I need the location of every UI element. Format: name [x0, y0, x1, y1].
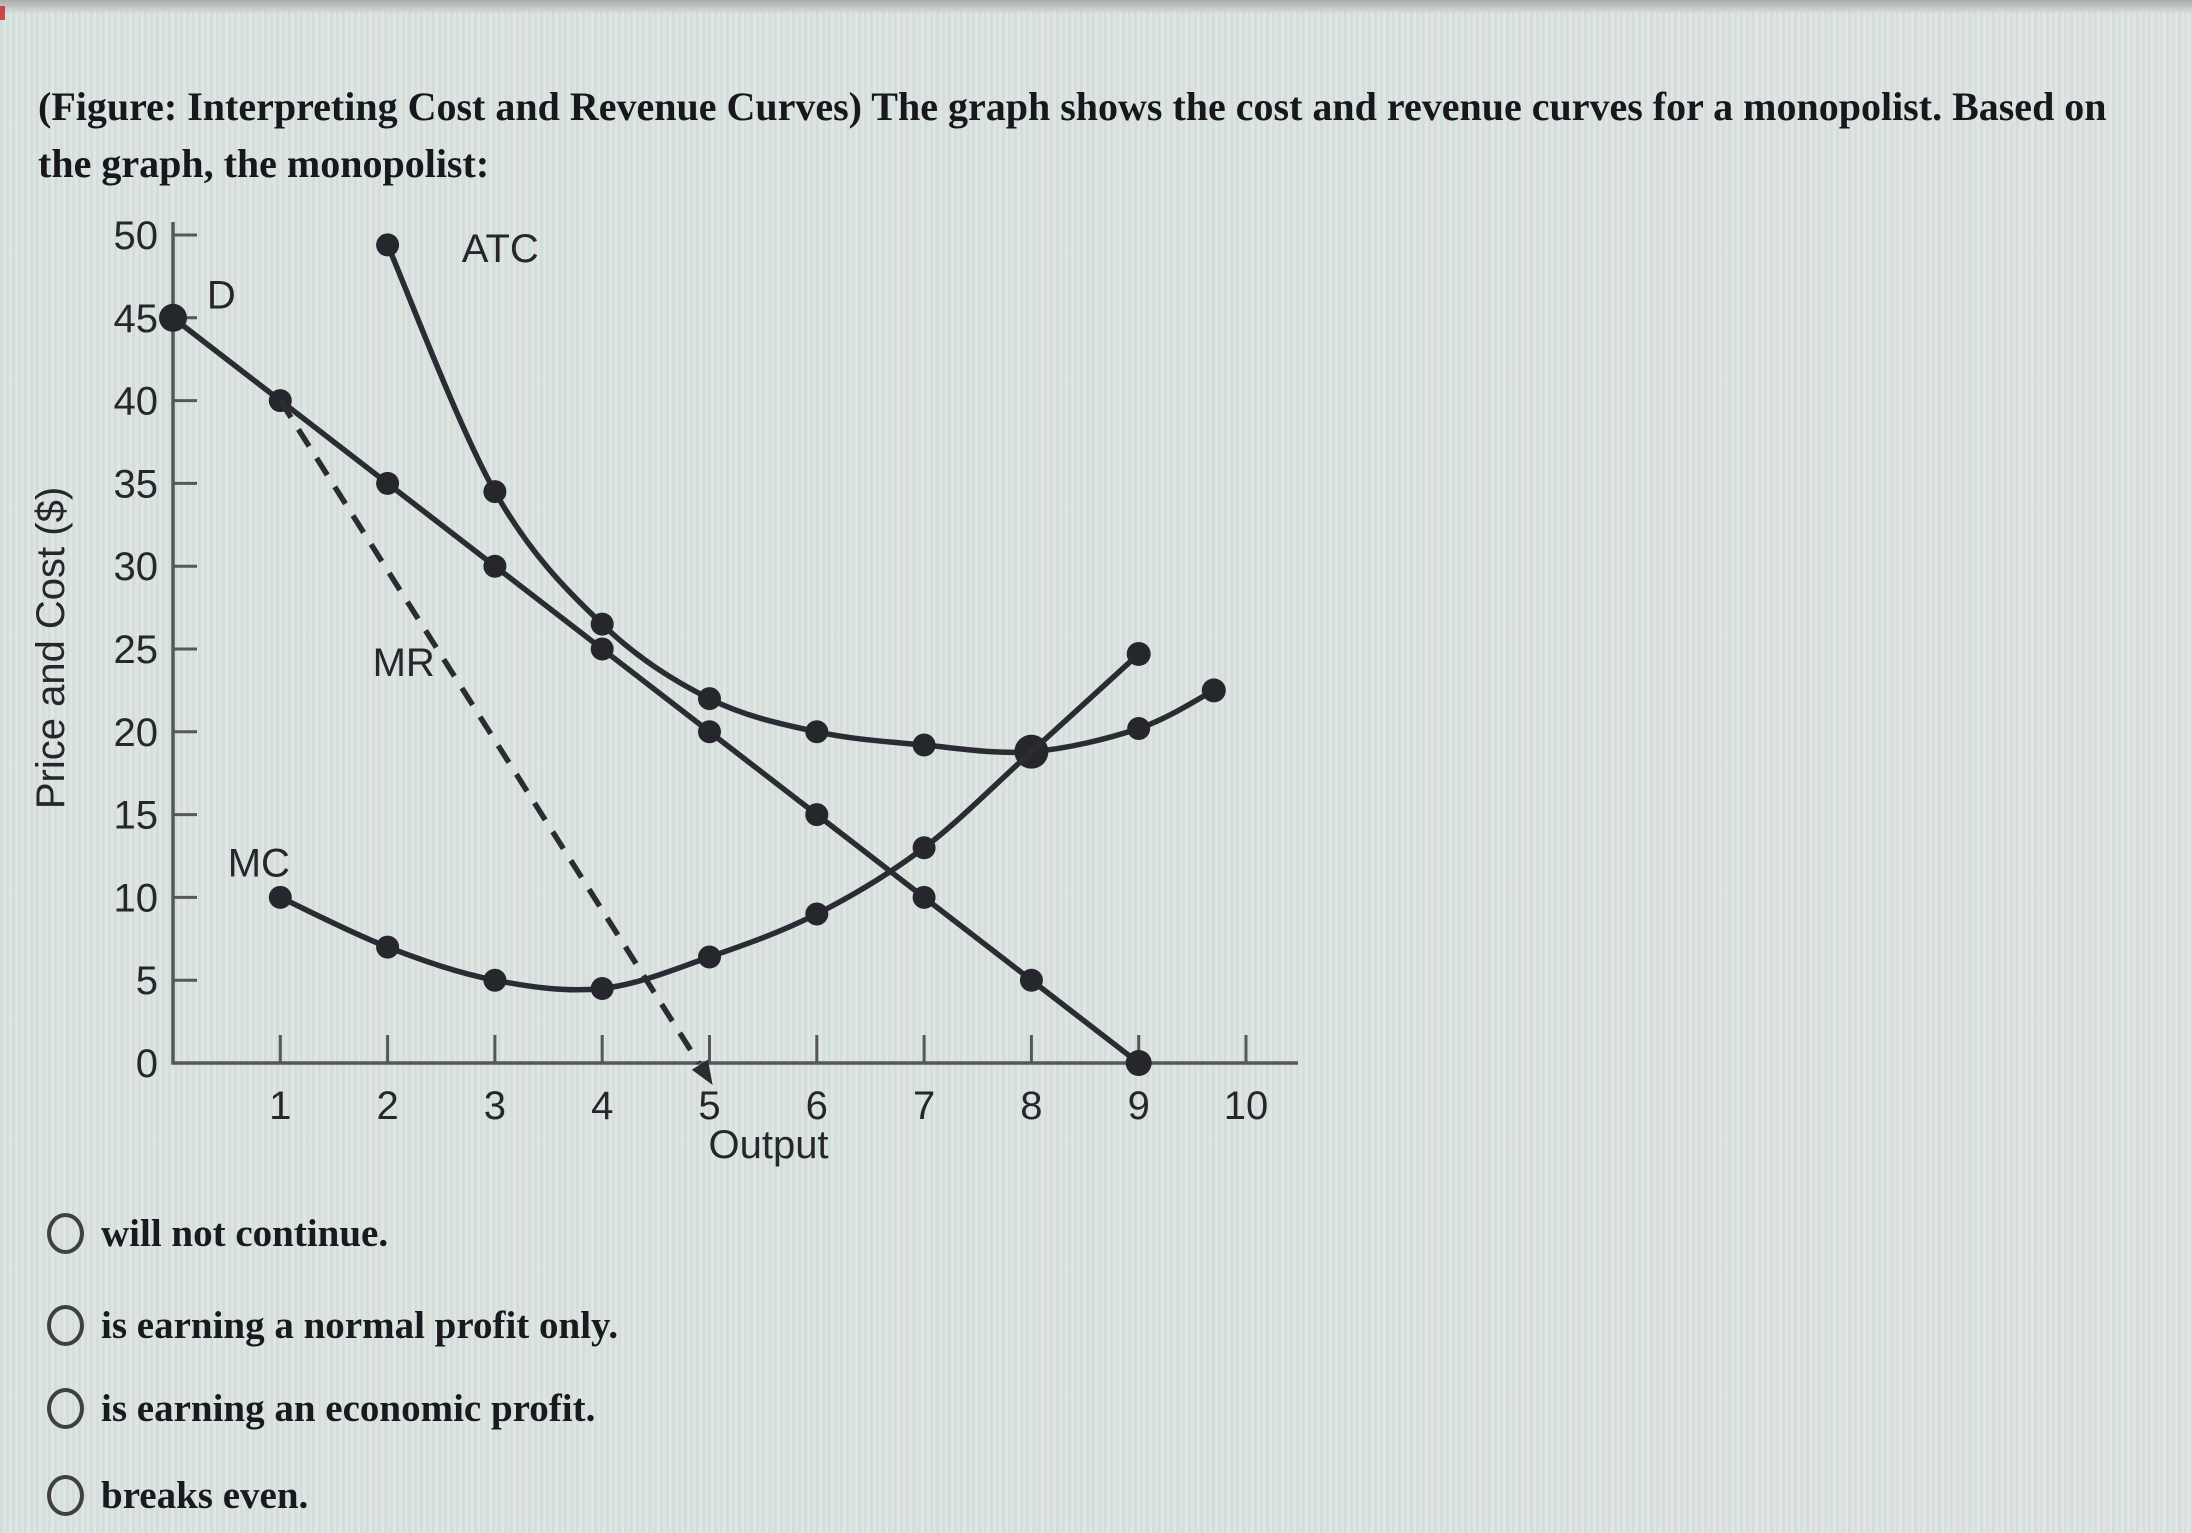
screen-artifact	[0, 6, 5, 20]
y-tick-label: 15	[114, 794, 159, 838]
dot-ATC	[912, 733, 936, 757]
x-tick-label: 1	[269, 1084, 291, 1128]
curve-label-MC: MC	[228, 842, 290, 886]
dot-ATC	[590, 612, 614, 636]
curve-label-D: D	[207, 274, 236, 318]
radio-button-4[interactable]	[47, 1474, 84, 1516]
question-title-line2: the graph, the monopolist:	[38, 141, 490, 186]
x-tick-label: 3	[484, 1084, 506, 1128]
dot-D	[483, 554, 507, 578]
y-tick-label: 5	[136, 959, 158, 1003]
x-tick-label: 2	[376, 1084, 398, 1128]
dot-ATC	[1201, 678, 1226, 703]
y-tick-label: 10	[114, 876, 159, 920]
option-label-1: will not continue.	[101, 1211, 389, 1255]
dot-MC	[805, 902, 829, 926]
arrowhead-MR	[691, 1059, 713, 1085]
x-tick-label: 9	[1128, 1084, 1150, 1128]
answer-option-2: is earning a normal profit only.	[47, 1293, 618, 1357]
option-label-2: is earning a normal profit only.	[101, 1303, 619, 1347]
radio-button-2[interactable]	[47, 1304, 84, 1346]
x-tick-label: 10	[1224, 1084, 1269, 1128]
top-edge-band	[0, 0, 2192, 14]
y-tick-label: 0	[136, 1042, 158, 1086]
dot-MC	[912, 836, 936, 860]
curve-MR	[277, 399, 702, 1065]
dot-D	[376, 471, 400, 495]
dot-ATC	[483, 480, 507, 504]
question-title-line1: (Figure: Interpreting Cost and Revenue C…	[38, 84, 2107, 129]
axes	[171, 222, 1298, 1065]
x-tick-label: 6	[806, 1084, 828, 1128]
y-tick-label: 25	[114, 628, 159, 672]
dot-ATC	[805, 720, 829, 744]
option-label-3: is earning an economic profit.	[101, 1386, 596, 1430]
radio-button-1[interactable]	[47, 1212, 84, 1254]
dot-MC	[483, 968, 507, 992]
figure-chart: 0 5 10 15 20 25 30 35 40 45 50 1 2 3 4 5 6 7 8 9 10 Output Pri…	[0, 190, 1330, 1205]
y-tick-label: 40	[114, 380, 159, 424]
dot-MC	[590, 976, 614, 1000]
option-label-4: breaks even.	[101, 1473, 309, 1517]
answer-option-1: will not continue.	[47, 1201, 388, 1265]
dot-D	[590, 637, 614, 661]
y-tick-label: 30	[114, 545, 159, 589]
x-tick-label: 8	[1020, 1084, 1042, 1128]
dot-ATC	[376, 233, 400, 257]
dot-MC	[376, 935, 400, 959]
radio-button-3[interactable]	[47, 1387, 84, 1429]
x-axis-title: Output	[708, 1123, 828, 1167]
curve-label-ATC: ATC	[462, 227, 539, 271]
dot-MC	[1126, 641, 1151, 666]
dot-D	[1125, 1050, 1152, 1076]
curve-label-MR: MR	[373, 641, 435, 685]
dot-MC	[268, 885, 292, 909]
question-title: (Figure: Interpreting Cost and Revenue C…	[38, 78, 2107, 192]
y-tick-label: 45	[114, 297, 159, 341]
y-axis-title: Price and Cost ($)	[29, 487, 73, 809]
x-tick-label: 5	[698, 1084, 720, 1128]
x-tick-label: 4	[591, 1084, 613, 1128]
curve-D	[171, 315, 1141, 1066]
dot-MC	[698, 945, 721, 969]
dot-D	[805, 803, 829, 827]
y-tick-label: 50	[114, 214, 159, 258]
dot-D	[698, 720, 721, 744]
y-tick-label: 20	[114, 711, 159, 755]
dot-ATC	[698, 687, 721, 711]
curve-ATC	[385, 243, 1216, 756]
x-tick-label: 7	[913, 1084, 935, 1128]
answer-option-4: breaks even.	[47, 1463, 308, 1527]
y-tick-label: 35	[114, 462, 159, 506]
dot-ATC	[1127, 716, 1151, 740]
dot-D	[1019, 968, 1043, 992]
curve-MC	[279, 651, 1141, 993]
dot-D	[912, 885, 936, 909]
dot-D	[159, 303, 187, 332]
answer-option-3: is earning an economic profit.	[47, 1376, 595, 1440]
